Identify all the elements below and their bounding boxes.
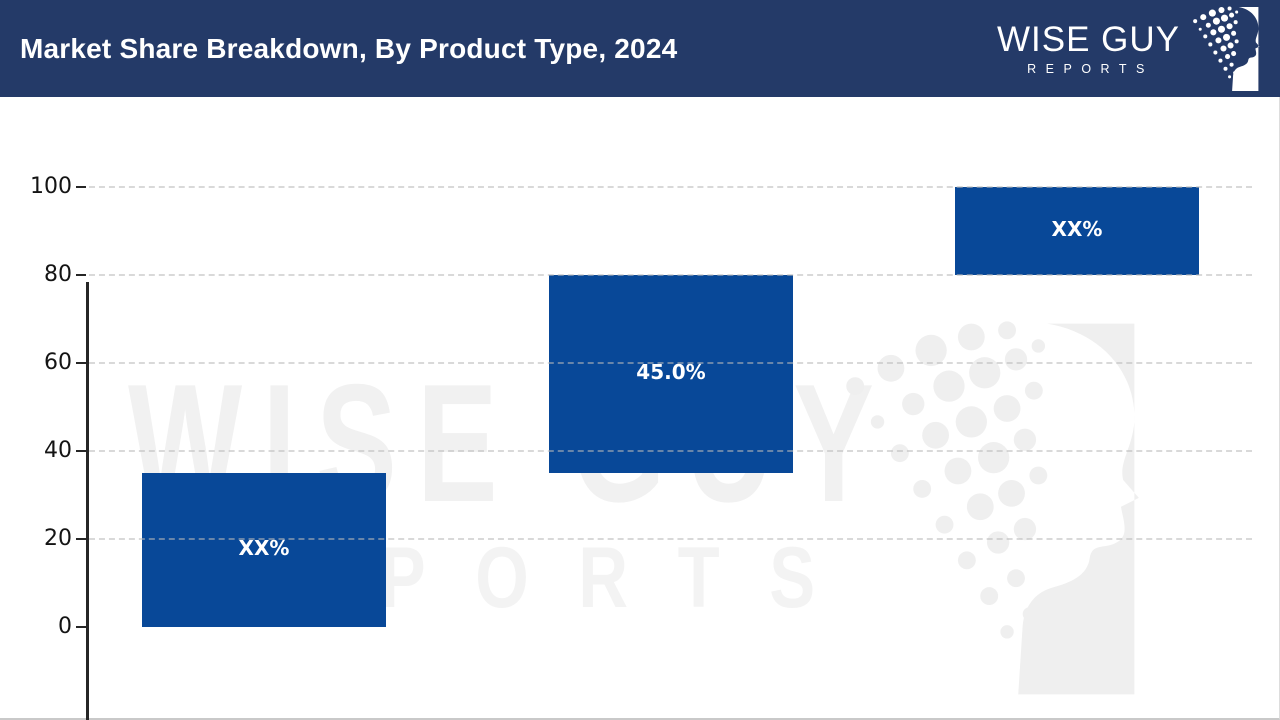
brand-name: WISE GUY bbox=[996, 19, 1180, 59]
gridline-40 bbox=[89, 450, 1252, 452]
y-tick-20 bbox=[76, 538, 86, 540]
y-tick-0 bbox=[76, 626, 86, 628]
y-tick-40 bbox=[76, 450, 86, 452]
bar-value-label-0: XX% bbox=[238, 536, 290, 560]
page-title: Market Share Breakdown, By Product Type,… bbox=[20, 32, 678, 64]
y-tick-label-0: 0 bbox=[58, 614, 72, 639]
brand-logo-text: WISE GUY REPORTS bbox=[997, 22, 1180, 76]
gridline-60 bbox=[89, 362, 1252, 364]
y-tick-100 bbox=[76, 186, 86, 188]
face-dots-icon bbox=[1186, 6, 1262, 92]
y-axis-line bbox=[86, 282, 89, 720]
chart-area: WISE GUY REPORTS 020406080100XX%Premium … bbox=[0, 97, 1280, 720]
y-tick-60 bbox=[76, 362, 86, 364]
gridline-100 bbox=[89, 186, 1252, 188]
bar-0: XX% bbox=[142, 473, 386, 627]
brand-subtitle: REPORTS bbox=[1027, 61, 1154, 76]
gridline-20 bbox=[89, 538, 1252, 540]
bar-2: XX% bbox=[955, 187, 1199, 275]
bar-value-label-1: 45.0% bbox=[636, 360, 706, 384]
y-tick-label-20: 20 bbox=[44, 526, 72, 551]
y-tick-label-80: 80 bbox=[44, 262, 72, 287]
bar-1: 45.0% bbox=[549, 275, 793, 473]
y-tick-80 bbox=[76, 274, 86, 276]
y-tick-label-40: 40 bbox=[44, 438, 72, 463]
y-tick-label-100: 100 bbox=[30, 174, 72, 199]
bar-value-label-2: XX% bbox=[1051, 217, 1103, 241]
y-tick-label-60: 60 bbox=[44, 350, 72, 375]
gridline-80 bbox=[89, 274, 1252, 276]
watermark-face-icon bbox=[815, 319, 1150, 699]
brand-logo: WISE GUY REPORTS bbox=[997, 6, 1280, 92]
header-band: Market Share Breakdown, By Product Type,… bbox=[0, 0, 1280, 97]
